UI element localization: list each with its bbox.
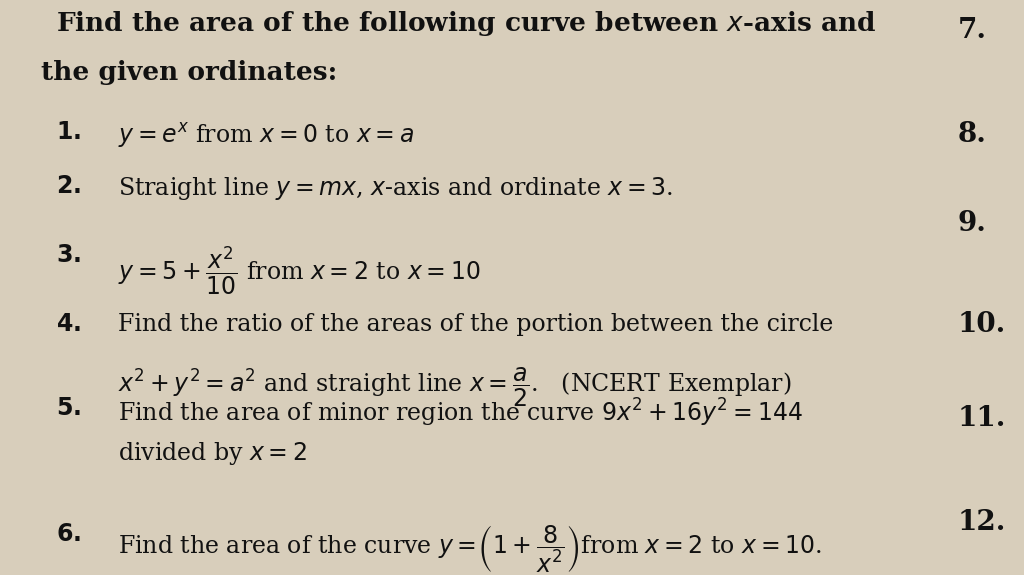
Text: Straight line $y=mx$, $x$-axis and ordinate $x=3$.: Straight line $y=mx$, $x$-axis and ordin… <box>118 175 673 202</box>
Text: divided by $x=2$: divided by $x=2$ <box>118 440 306 467</box>
Text: 9.: 9. <box>957 210 986 237</box>
Text: 10.: 10. <box>957 310 1006 338</box>
Text: $\mathbf{5.}$: $\mathbf{5.}$ <box>56 397 81 420</box>
Text: $\mathbf{1.}$: $\mathbf{1.}$ <box>56 121 81 144</box>
Text: Find the area of the following curve between $\mathit{x}$-axis and: Find the area of the following curve bet… <box>55 9 877 37</box>
Text: 11.: 11. <box>957 405 1006 432</box>
Text: $y=e^x$ from $x=0$ to $x=a$: $y=e^x$ from $x=0$ to $x=a$ <box>118 121 414 150</box>
Text: $\mathbf{3.}$: $\mathbf{3.}$ <box>56 244 81 267</box>
Text: $\mathbf{6.}$: $\mathbf{6.}$ <box>56 523 81 546</box>
Text: Find the ratio of the areas of the portion between the circle: Find the ratio of the areas of the porti… <box>118 313 834 336</box>
Text: $\mathbf{4.}$: $\mathbf{4.}$ <box>56 313 81 336</box>
Text: 7.: 7. <box>957 17 986 44</box>
Text: $\mathbf{2.}$: $\mathbf{2.}$ <box>56 175 81 198</box>
Text: $y=5+\dfrac{x^2}{10}$ from $x=2$ to $x=10$: $y=5+\dfrac{x^2}{10}$ from $x=2$ to $x=1… <box>118 244 480 297</box>
Text: $x^2+y^2=a^2$ and straight line $x=\dfrac{a}{2}$.$\quad$(NCERT Exemplar): $x^2+y^2=a^2$ and straight line $x=\dfra… <box>118 365 792 408</box>
Text: the given ordinates:: the given ordinates: <box>41 60 337 85</box>
Text: Find the area of minor region the curve $9x^2+16y^2=144$: Find the area of minor region the curve … <box>118 397 803 429</box>
Text: 12.: 12. <box>957 509 1006 536</box>
Text: Find the area of the curve $y=\!\left(1+\dfrac{8}{x^2}\right)$from $x=2$ to $x=1: Find the area of the curve $y=\!\left(1+… <box>118 523 822 575</box>
Text: 8.: 8. <box>957 121 986 148</box>
